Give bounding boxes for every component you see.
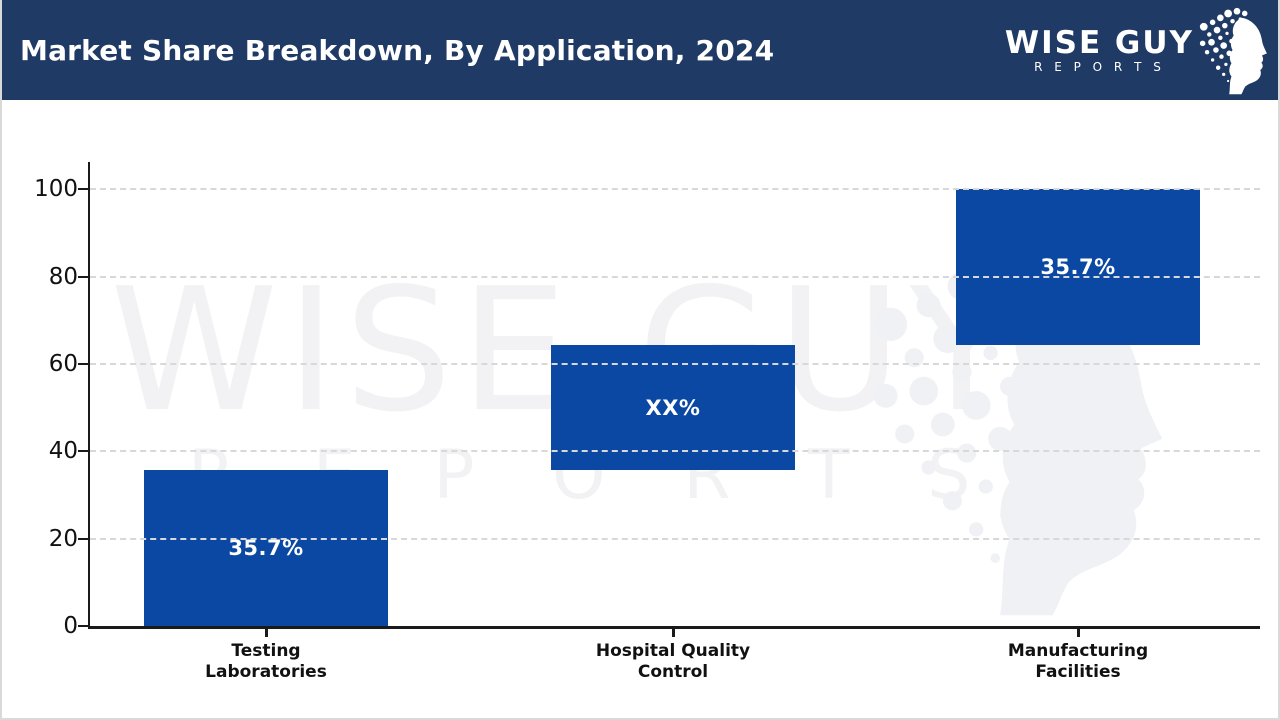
gridline-40 (90, 450, 1260, 453)
wiseguy-logo: WISE GUY R E P O R T S (1005, 5, 1268, 95)
logo-face-icon (1199, 7, 1267, 95)
x-axis-label-line: Laboratories (205, 662, 327, 683)
x-axis-label-1: Hospital Quality Control (543, 641, 803, 684)
gridline-60 (90, 362, 1260, 365)
bar-segment-2: 35.7% (956, 189, 1200, 346)
y-tick-label-0: 0 (63, 613, 78, 639)
header-bar: Market Share Breakdown, By Application, … (2, 0, 1278, 100)
x-axis-label-line: Hospital Quality (595, 641, 751, 661)
y-tick-mark-40 (78, 450, 88, 453)
y-tick-label-80: 80 (48, 263, 78, 290)
y-tick-mark-100 (78, 188, 88, 191)
x-axis-label-line: Testing (231, 641, 301, 661)
logo-text: WISE GUY R E P O R T S (1005, 26, 1194, 74)
x-axis-line (88, 626, 1260, 629)
y-tick-label-40: 40 (48, 438, 78, 465)
gridline-20 (90, 537, 1260, 540)
x-tick-mark-1 (672, 629, 675, 637)
bar-value-label-0: 35.7% (228, 536, 304, 561)
logo-reports-label: R E P O R T S (1034, 59, 1165, 74)
y-tick-mark-80 (78, 275, 88, 278)
page-title: Market Share Breakdown, By Application, … (20, 33, 775, 67)
y-tick-mark-0 (78, 625, 88, 627)
y-axis-line (88, 162, 90, 629)
x-axis-label-line: Facilities (1035, 662, 1121, 683)
bar-segment-0: 35.7% (144, 470, 388, 626)
logo-wordmark: WISE GUY (1004, 24, 1194, 61)
y-tick-label-60: 60 (48, 350, 78, 377)
y-tick-label-100: 100 (34, 176, 78, 203)
bar-value-label-2: 35.7% (1040, 255, 1116, 280)
bar-segment-1: XX% (551, 345, 795, 471)
y-tick-mark-60 (78, 362, 88, 365)
bar-value-label-1: XX% (645, 395, 701, 420)
gridline-100 (90, 188, 1260, 191)
x-axis-label-2: Manufacturing Facilities (948, 641, 1208, 684)
x-axis-label-line: Control (637, 662, 709, 683)
gridline-80 (90, 275, 1260, 278)
y-tick-label-20: 20 (48, 525, 78, 552)
x-axis-label-line: Manufacturing (1007, 641, 1149, 661)
y-tick-mark-20 (78, 537, 88, 540)
x-tick-mark-2 (1077, 629, 1080, 637)
x-tick-mark-0 (265, 629, 268, 637)
x-axis-label-0: Testing Laboratories (136, 641, 396, 684)
